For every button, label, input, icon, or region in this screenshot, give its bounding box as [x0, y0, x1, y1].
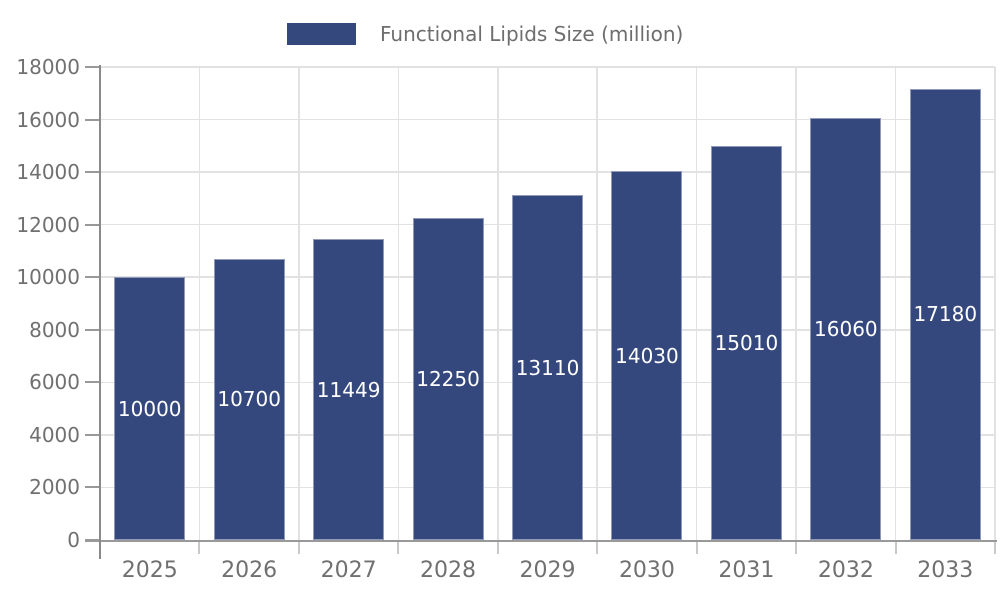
gridline-vertical [298, 67, 300, 540]
x-axis-tick-label: 2029 [519, 558, 576, 583]
x-axis-tick-label: 2027 [320, 558, 377, 583]
bar: 11449 [313, 239, 385, 540]
y-axis-tick [85, 433, 100, 436]
x-axis-tick [894, 540, 897, 554]
x-axis-tick-label: 2032 [817, 558, 874, 583]
bar-value-label: 10000 [117, 396, 182, 421]
bar: 17180 [909, 88, 981, 540]
y-axis-tick [85, 66, 100, 68]
y-axis-tick-label: 14000 [16, 160, 80, 185]
y-axis-tick [85, 328, 100, 331]
gridline-vertical [994, 67, 996, 540]
gridline-vertical [695, 67, 698, 540]
y-axis-tick [85, 276, 100, 279]
legend-label: Functional Lipids Size (million) [380, 22, 684, 46]
bar: 16060 [810, 117, 882, 540]
bar-value-label: 12250 [416, 367, 480, 392]
y-axis-tick [85, 171, 100, 174]
bar: 10000 [114, 277, 186, 540]
bar-value-label: 10700 [217, 387, 281, 412]
bar-value-label: 17180 [913, 302, 978, 327]
x-axis-tick-label: 2026 [221, 558, 278, 583]
legend[interactable]: Functional Lipids Size (million) [287, 22, 683, 46]
x-axis-tick [198, 540, 201, 554]
x-axis-tick-label: 2028 [420, 558, 477, 583]
x-axis-tick [496, 540, 499, 554]
x-axis-tick-label: 2025 [121, 558, 178, 583]
bar: 13110 [512, 195, 583, 540]
gridline-vertical [497, 67, 499, 540]
x-axis-tick [695, 540, 698, 554]
bar: 14030 [611, 171, 683, 540]
bar: 15010 [710, 145, 782, 540]
x-axis-tick-label: 2030 [618, 558, 675, 583]
bar-value-label: 16060 [814, 316, 878, 341]
y-axis-tick-label: 16000 [16, 107, 80, 132]
y-axis-tick-label: 2000 [29, 475, 80, 500]
y-axis-tick-label: 12000 [16, 212, 80, 237]
gridline-vertical [894, 67, 897, 540]
y-axis-tick [85, 118, 100, 121]
gridline-horizontal [100, 66, 995, 68]
gridline-vertical [198, 67, 201, 540]
gridline-vertical [596, 67, 598, 540]
x-axis-tick [297, 540, 300, 554]
bar: 10700 [213, 258, 285, 540]
x-axis-tick [397, 540, 400, 554]
x-axis-tick [596, 540, 599, 554]
gridline-vertical [397, 67, 400, 540]
y-axis-tick-label: 10000 [16, 265, 80, 290]
x-axis-tick-label: 2033 [917, 558, 974, 583]
y-axis-tick-label: 6000 [29, 370, 80, 395]
y-axis-tick [85, 486, 100, 489]
y-axis-tick-label: 8000 [29, 317, 80, 342]
y-axis-tick-label: 0 [67, 528, 80, 552]
y-axis-tick-label: 4000 [29, 422, 80, 447]
y-axis-tick [85, 381, 100, 384]
bar-value-label: 13110 [515, 355, 580, 380]
bar-value-label: 14030 [615, 343, 679, 368]
y-axis-line [99, 65, 101, 559]
bar: 12250 [412, 218, 484, 540]
gridline-vertical [795, 67, 797, 540]
x-axis-tick [994, 540, 996, 554]
y-axis-tick [85, 223, 100, 226]
bar-value-label: 15010 [714, 330, 779, 355]
legend-swatch-icon [287, 23, 356, 45]
x-axis-tick-label: 2031 [718, 558, 775, 583]
gridline-horizontal [100, 118, 995, 121]
gridline-horizontal [100, 171, 995, 173]
x-axis-tick [795, 540, 798, 554]
y-axis-tick-label: 18000 [16, 55, 80, 79]
bar-value-label: 11449 [316, 377, 381, 402]
x-axis-line [85, 540, 997, 542]
